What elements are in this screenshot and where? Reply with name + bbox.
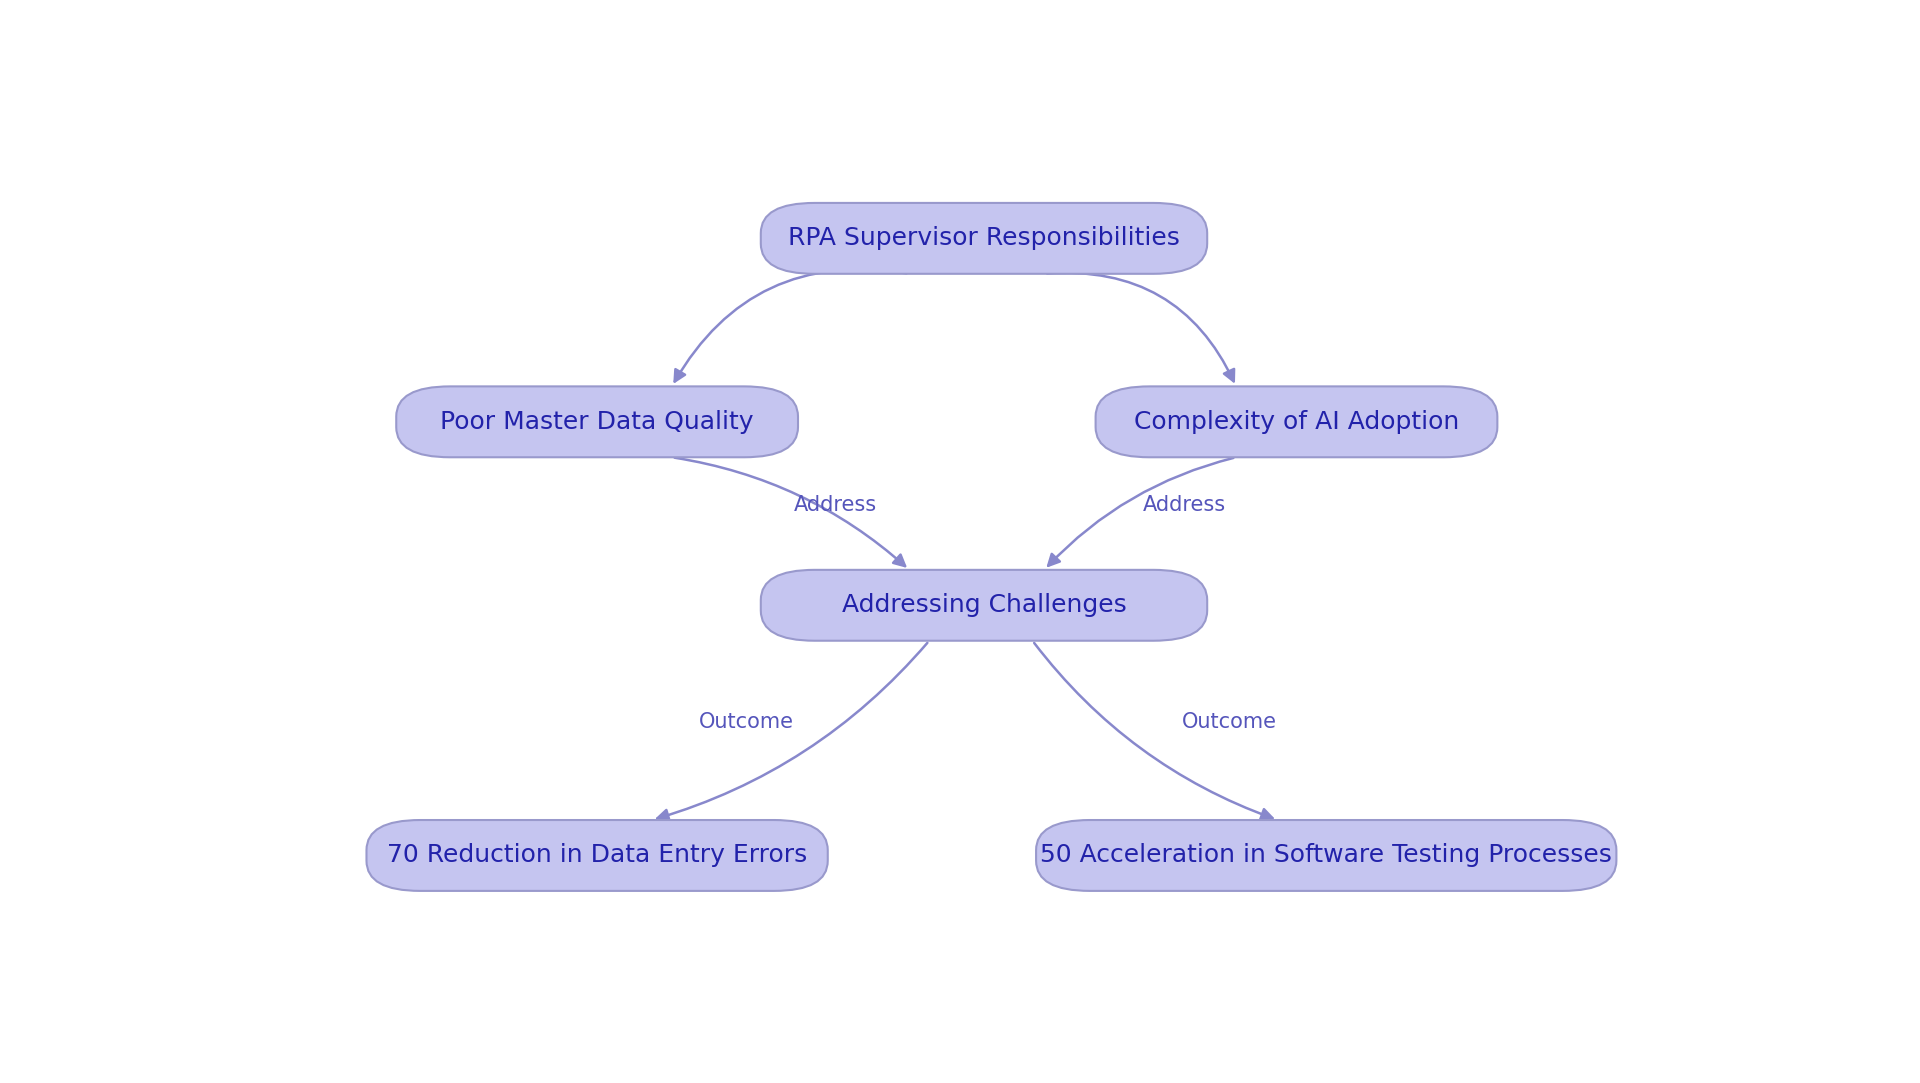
Text: Address: Address <box>1142 495 1227 516</box>
Text: Outcome: Outcome <box>699 712 793 732</box>
FancyBboxPatch shape <box>396 387 799 457</box>
FancyArrowPatch shape <box>1048 458 1233 565</box>
Text: Addressing Challenges: Addressing Challenges <box>841 593 1127 617</box>
FancyArrowPatch shape <box>657 643 927 821</box>
Text: Poor Master Data Quality: Poor Master Data Quality <box>440 409 755 434</box>
FancyBboxPatch shape <box>367 820 828 891</box>
FancyBboxPatch shape <box>1037 820 1617 891</box>
FancyBboxPatch shape <box>760 570 1208 641</box>
Text: Address: Address <box>793 495 877 516</box>
Text: Complexity of AI Adoption: Complexity of AI Adoption <box>1135 409 1459 434</box>
Text: Outcome: Outcome <box>1183 712 1277 732</box>
FancyBboxPatch shape <box>760 203 1208 274</box>
Text: RPA Supervisor Responsibilities: RPA Supervisor Responsibilities <box>787 226 1181 250</box>
FancyArrowPatch shape <box>674 458 904 566</box>
Text: 70 Reduction in Data Entry Errors: 70 Reduction in Data Entry Errors <box>388 844 806 867</box>
FancyBboxPatch shape <box>1096 387 1498 457</box>
Text: 50 Acceleration in Software Testing Processes: 50 Acceleration in Software Testing Proc… <box>1041 844 1613 867</box>
FancyArrowPatch shape <box>674 270 906 381</box>
FancyArrowPatch shape <box>1035 643 1273 820</box>
FancyArrowPatch shape <box>1046 273 1235 381</box>
